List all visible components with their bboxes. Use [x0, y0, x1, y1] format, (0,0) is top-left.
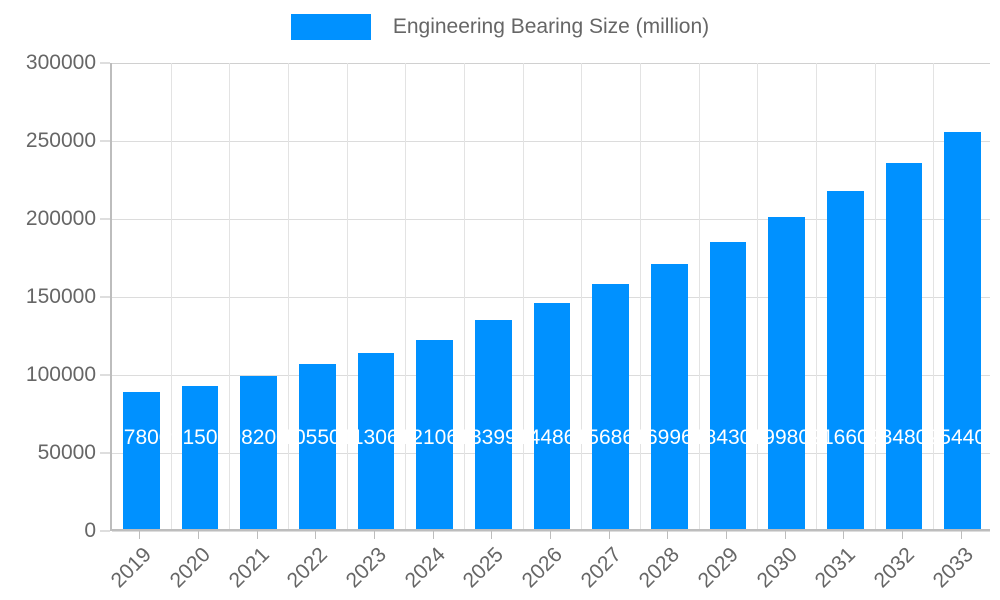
bar-2033[interactable] [944, 132, 981, 529]
y-axis-tick-mark [100, 296, 110, 298]
x-axis-tick-label-2026: 2026 [517, 543, 567, 593]
x-axis-tick-mark [608, 531, 610, 539]
gridline-x [933, 63, 935, 529]
bar-2019[interactable] [123, 392, 160, 529]
gridline-x [874, 63, 876, 529]
gridline-x [581, 63, 583, 529]
x-axis-tick-mark [667, 531, 669, 539]
bar-2027[interactable] [592, 284, 629, 529]
y-axis-tick-mark [100, 62, 110, 64]
x-axis-tick-label-2021: 2021 [224, 543, 274, 593]
x-axis: 2019 2020 2021 2022 2023 2024 2025 2026 2027 2028… [107, 531, 990, 600]
x-axis-tick-mark [960, 531, 962, 539]
gridline-x [757, 63, 759, 529]
legend-label-engineering-bearing-size[interactable]: Engineering Bearing Size (million) [392, 15, 710, 38]
bar-2031[interactable] [827, 191, 864, 529]
x-axis-tick-label-2024: 2024 [400, 543, 450, 593]
x-axis-tick-label-2033: 2033 [928, 543, 978, 593]
x-axis-tick-mark [784, 531, 786, 539]
x-axis-tick-label-2031: 2031 [811, 543, 861, 593]
gridline-x [346, 63, 348, 529]
x-axis-tick-mark [198, 531, 199, 539]
x-axis-tick-label-2023: 2023 [341, 543, 391, 593]
y-axis-tick-mark [100, 218, 110, 220]
x-axis-tick-label-2030: 2030 [752, 543, 802, 593]
x-axis-tick-label-2027: 2027 [576, 543, 626, 593]
bar-2020[interactable] [181, 386, 219, 529]
y-axis-tick-label: 100000 [25, 363, 96, 386]
x-axis-tick-label-2022: 2022 [283, 543, 333, 593]
x-axis-tick-mark [139, 531, 141, 539]
x-axis-tick-label-2019: 2019 [107, 543, 157, 593]
x-axis-tick-mark [491, 531, 493, 539]
bar-2030[interactable] [768, 217, 805, 529]
y-axis-tick-label: 250000 [25, 129, 96, 152]
y-axis-tick-label: 200000 [25, 207, 96, 230]
gridline-x [522, 63, 524, 529]
gridline-x [229, 63, 231, 529]
bar-2026[interactable] [533, 303, 571, 529]
x-axis-tick-mark [374, 531, 375, 539]
y-axis-tick-label: 150000 [25, 285, 96, 308]
y-axis-tick-label: 300000 [25, 51, 96, 74]
x-axis-tick-mark [726, 531, 727, 539]
gridline-y [112, 219, 990, 220]
gridline-x [288, 63, 289, 529]
gridline-x [405, 63, 407, 529]
y-axis-tick-mark [100, 452, 110, 454]
y-axis-tick-label: 50000 [37, 441, 96, 464]
y-axis-tick-mark [100, 140, 110, 142]
bar-2025[interactable] [475, 319, 512, 529]
bar-2029[interactable] [709, 241, 747, 529]
gridline-y [112, 531, 990, 532]
x-axis-tick-mark [550, 531, 551, 539]
x-axis-tick-label-2025: 2025 [459, 543, 509, 593]
bar-2028[interactable] [651, 263, 688, 529]
gridline-x [698, 63, 700, 529]
gridline-x [640, 63, 641, 529]
gridline-x [464, 63, 465, 529]
x-axis-tick-label-2028: 2028 [635, 543, 685, 593]
bar-2023[interactable] [357, 352, 395, 529]
chart-legend: Engineering Bearing Size (million) [0, 14, 1000, 40]
gridline-y [112, 297, 990, 298]
gridline-x [170, 63, 172, 529]
x-axis-tick-label-2020: 2020 [165, 543, 215, 593]
x-axis-tick-mark [902, 531, 903, 539]
bar-2024[interactable] [416, 340, 453, 529]
gridline-y [112, 141, 990, 142]
x-axis-tick-mark [843, 531, 845, 539]
legend-swatch-engineering-bearing-size[interactable] [290, 14, 371, 40]
bar-2022[interactable] [299, 364, 336, 529]
gridline-x [816, 63, 817, 529]
y-axis-tick-mark [100, 374, 110, 376]
x-axis-tick-mark [432, 531, 434, 539]
bar-2021[interactable] [240, 375, 277, 529]
y-axis-tick-label: 0 [84, 519, 96, 542]
y-axis-tick-mark [100, 530, 110, 532]
bar-2032[interactable] [885, 162, 923, 529]
x-axis-tick-mark [256, 531, 258, 539]
plot-area: 87800 91500 98200 105500 113060 121060 133990 1… [110, 63, 998, 532]
y-axis: 0 50000 100000 150000 200000 250000 300000 [0, 51, 110, 542]
gridline-y [112, 63, 990, 64]
x-axis-tick-mark [315, 531, 317, 539]
x-axis-tick-label-2029: 2029 [693, 543, 743, 593]
x-axis-tick-label-2032: 2032 [869, 543, 919, 593]
